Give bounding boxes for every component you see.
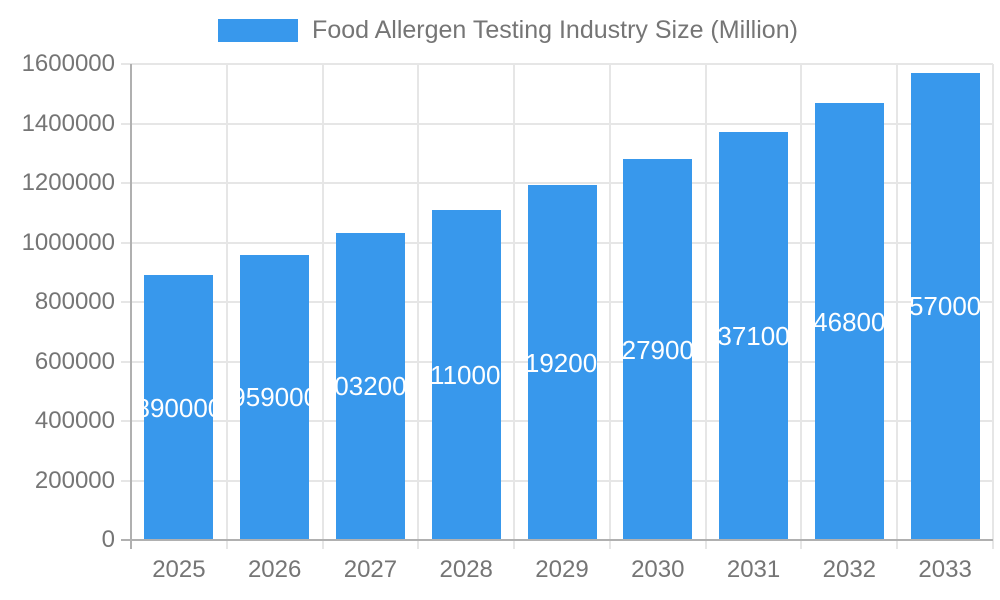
x-axis-tick-label: 2027 <box>343 556 398 583</box>
y-axis-tick-label: 200000 <box>34 466 115 494</box>
x-axis-tick-label: 2025 <box>152 556 206 583</box>
bar[interactable]: 1468000 <box>814 103 884 540</box>
y-gridline <box>121 122 993 125</box>
x-axis-line <box>121 539 993 541</box>
x-gridline <box>704 64 707 549</box>
bar[interactable]: 1192000 <box>527 185 597 540</box>
bar-value-label: 890000 <box>144 392 213 423</box>
bar-value-label: 1279000 <box>623 334 693 365</box>
bar-value-label: 959000 <box>240 382 309 413</box>
y-axis-tick-label: 0 <box>101 526 115 553</box>
bar[interactable]: 1570000 <box>910 72 980 540</box>
x-gridline <box>417 64 420 549</box>
x-gridline <box>896 64 899 549</box>
x-axis-tick-label: 2031 <box>726 556 781 583</box>
x-gridline <box>800 64 803 549</box>
x-gridline <box>608 64 611 549</box>
bar[interactable]: 890000 <box>144 275 214 540</box>
bar-value-label: 1110000 <box>431 359 501 390</box>
y-axis-tick-label: 600000 <box>34 347 115 375</box>
bar-value-label: 1032000 <box>335 371 405 402</box>
y-gridline <box>121 182 993 184</box>
y-axis-tick-label: 400000 <box>34 407 115 434</box>
x-axis-tick-label: 2032 <box>822 556 877 583</box>
bar-value-label: 1192000 <box>527 347 597 378</box>
bar-value-label: 1371000 <box>719 321 789 352</box>
bar[interactable]: 959000 <box>240 254 310 540</box>
y-axis-tick-label: 1600000 <box>21 50 115 77</box>
x-axis-tick-label: 2030 <box>631 556 685 583</box>
bar[interactable]: 1371000 <box>719 132 789 540</box>
y-axis-line <box>130 64 132 549</box>
bar[interactable]: 1110000 <box>431 209 501 540</box>
bar[interactable]: 1279000 <box>623 159 693 540</box>
chart-legend[interactable]: Food Allergen Testing Industry Size (Mil… <box>8 16 1000 45</box>
y-axis-tick-label: 1400000 <box>21 109 115 137</box>
x-axis-tick-label: 2033 <box>918 556 972 583</box>
x-axis-tick-label: 2029 <box>535 556 589 583</box>
y-gridline <box>121 63 993 65</box>
bar-value-label: 1468000 <box>814 306 884 337</box>
legend-label: Food Allergen Testing Industry Size (Mil… <box>312 16 798 44</box>
x-gridline <box>225 64 228 549</box>
y-axis-tick-label: 800000 <box>34 288 115 315</box>
x-axis-tick-label: 2028 <box>439 556 493 583</box>
bar-value-label: 1570000 <box>910 291 980 322</box>
x-gridline <box>992 64 994 549</box>
legend-swatch-icon <box>218 19 299 42</box>
bar[interactable]: 1032000 <box>335 232 405 540</box>
x-axis-tick-label: 2026 <box>247 556 302 583</box>
x-gridline <box>321 64 324 549</box>
y-axis-tick-label: 1200000 <box>21 169 115 196</box>
y-axis-tick-label: 1000000 <box>21 228 115 256</box>
x-gridline <box>513 64 516 549</box>
